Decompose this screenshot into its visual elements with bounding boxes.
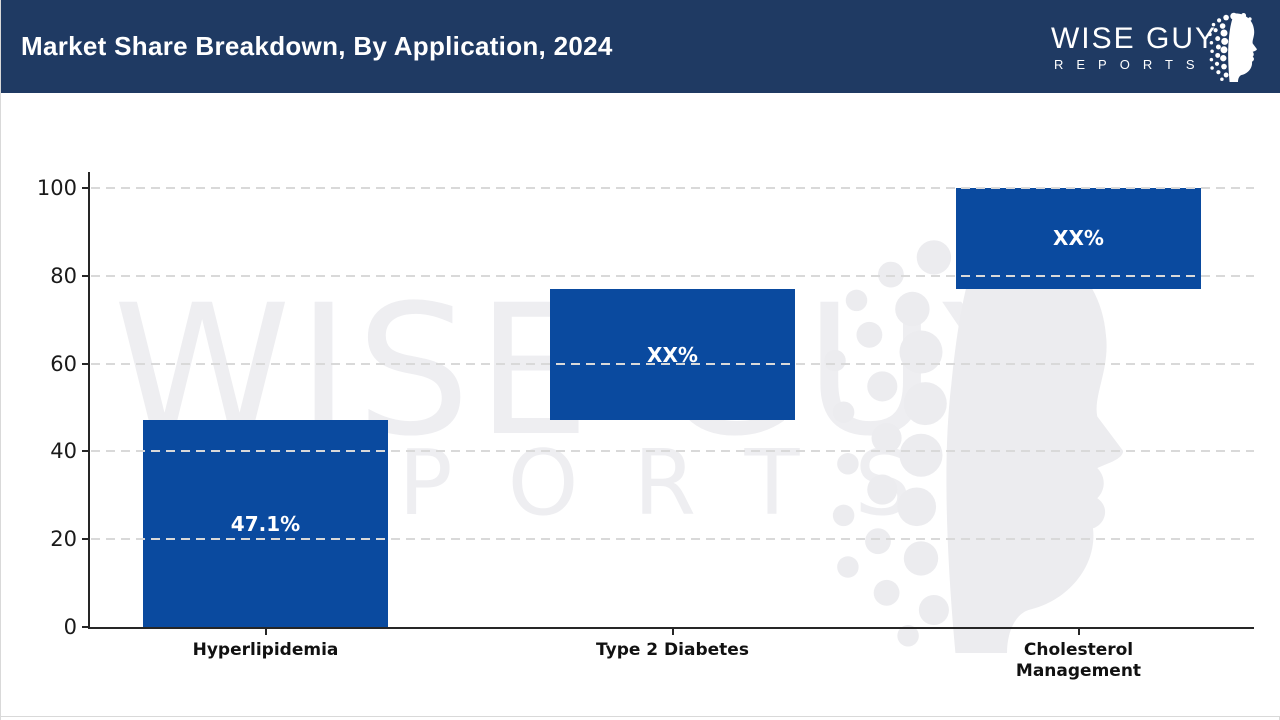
y-axis-tick-mark	[82, 187, 89, 189]
y-axis-tick-mark	[82, 626, 89, 628]
y-axis-tick-mark	[82, 450, 89, 453]
y-axis-tick-label: 80	[50, 263, 77, 288]
waterfall-chart: 47.1% XX% XX% 0 20 40 60 80 100 Hyperlipidemia Typ…	[1, 93, 1280, 716]
header: Market Share Breakdown, By Application, …	[1, 0, 1280, 93]
x-axis-line	[88, 627, 1254, 629]
gridline	[91, 362, 1254, 365]
page-title: Market Share Breakdown, By Application, …	[21, 31, 613, 61]
y-axis-tick-label: 100	[36, 176, 77, 200]
bar: XX%	[550, 288, 795, 421]
logo-head-icon	[1208, 12, 1257, 82]
wiseguy-logo: WISE GUY REPORTS	[1050, 12, 1259, 83]
x-axis-label: Type 2 Diabetes	[596, 640, 749, 660]
x-axis-tick-mark	[264, 629, 267, 635]
y-axis-tick-label: 0	[63, 615, 77, 639]
bar-value-label: 47.1%	[230, 511, 301, 536]
gridline	[91, 187, 1254, 189]
bar: 47.1%	[143, 420, 388, 627]
x-axis-label: Hyperlipidemia	[192, 640, 339, 660]
y-axis-tick-mark	[82, 362, 89, 365]
gridline	[91, 274, 1254, 277]
bar: XX%	[956, 188, 1201, 289]
chart-card: WISE GUY REPORTS 47.1% XX% XX% 0 20 40 60 80 100…	[1, 93, 1280, 717]
logo-wordmark-line1: WISE GUY	[1050, 21, 1217, 55]
x-axis-tick-mark	[671, 629, 674, 635]
y-axis-tick-label: 20	[50, 527, 77, 552]
x-axis-tick-mark	[1077, 629, 1080, 635]
y-axis-tick-label: 40	[50, 439, 77, 464]
x-axis-label: Cholesterol Management	[1015, 640, 1142, 681]
logo-wordmark-line2: REPORTS	[1053, 56, 1208, 72]
logo-wordmark: WISE GUY REPORTS	[1050, 21, 1217, 72]
y-axis-tick-mark	[82, 538, 89, 541]
gridline	[91, 538, 1254, 541]
bar-value-label: XX%	[1053, 226, 1104, 251]
gridline	[91, 450, 1254, 453]
y-axis-tick-label: 60	[50, 351, 77, 376]
y-axis-tick-mark	[82, 274, 89, 277]
y-axis-line	[88, 172, 90, 629]
